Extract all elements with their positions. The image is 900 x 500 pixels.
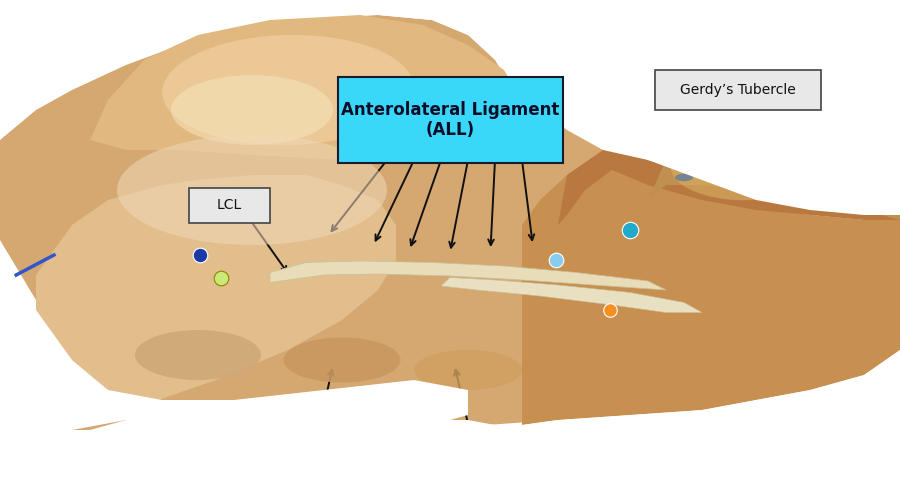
FancyBboxPatch shape [338, 78, 562, 162]
Ellipse shape [162, 35, 414, 145]
Polygon shape [90, 410, 522, 500]
Polygon shape [0, 15, 900, 430]
Polygon shape [441, 278, 702, 312]
Ellipse shape [284, 338, 400, 382]
Polygon shape [558, 150, 900, 225]
Polygon shape [36, 175, 396, 415]
Ellipse shape [117, 135, 387, 245]
Ellipse shape [135, 330, 261, 380]
Text: Gerdy’s Tubercle: Gerdy’s Tubercle [680, 83, 796, 97]
Polygon shape [0, 0, 252, 140]
Text: LCL: LCL [217, 198, 242, 212]
FancyBboxPatch shape [189, 188, 270, 222]
Polygon shape [270, 261, 666, 290]
Ellipse shape [171, 75, 333, 145]
Point [549, 256, 563, 264]
Polygon shape [0, 0, 900, 220]
Point [213, 274, 228, 281]
Polygon shape [0, 275, 468, 500]
Polygon shape [648, 100, 900, 220]
Ellipse shape [670, 140, 806, 200]
Ellipse shape [414, 350, 522, 390]
Ellipse shape [675, 174, 693, 181]
FancyBboxPatch shape [654, 70, 821, 110]
Point [603, 306, 617, 314]
Ellipse shape [709, 168, 731, 177]
Text: Anterolateral Ligament
(ALL): Anterolateral Ligament (ALL) [341, 100, 559, 140]
Polygon shape [90, 15, 522, 160]
Polygon shape [522, 350, 900, 500]
Polygon shape [522, 160, 900, 425]
Ellipse shape [680, 161, 716, 174]
Point [193, 251, 207, 259]
Point [623, 226, 637, 234]
